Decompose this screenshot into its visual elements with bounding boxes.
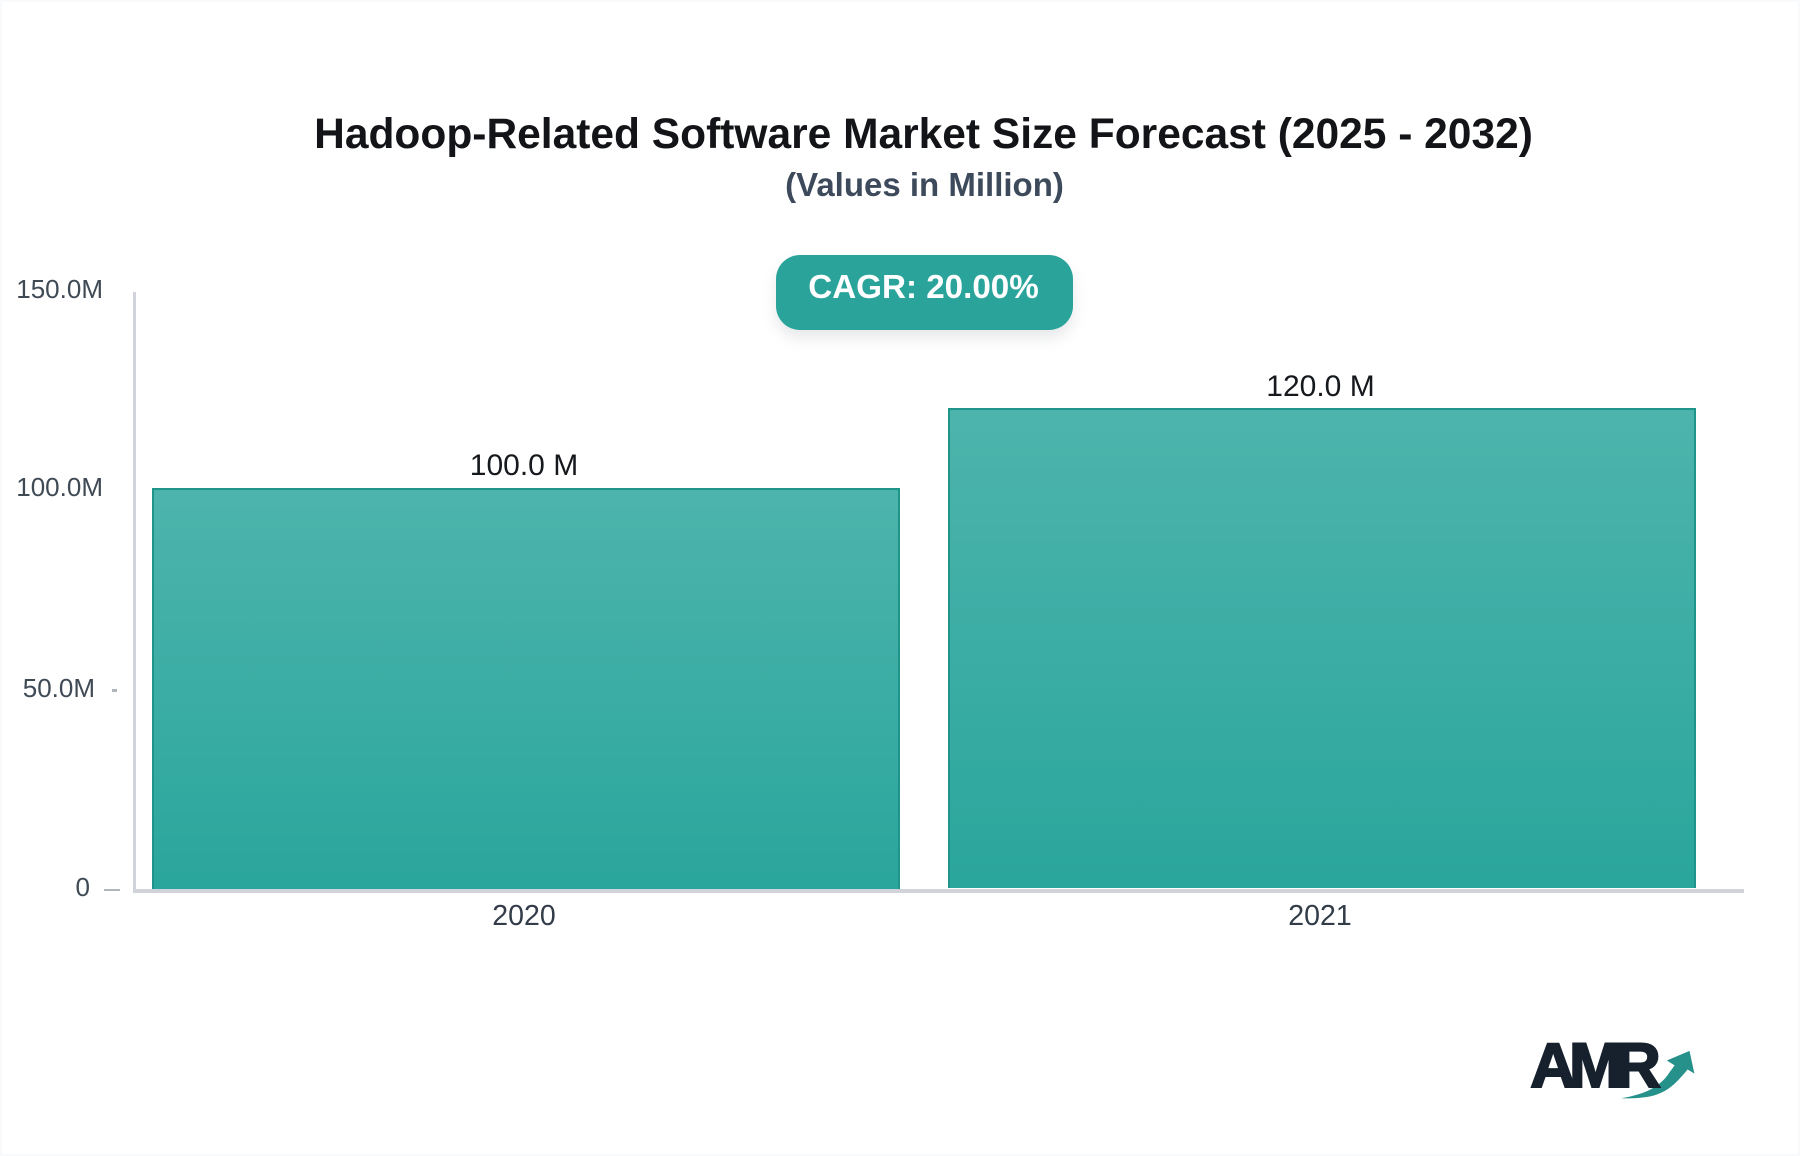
svg-text:AMR: AMR bbox=[1530, 1032, 1660, 1101]
